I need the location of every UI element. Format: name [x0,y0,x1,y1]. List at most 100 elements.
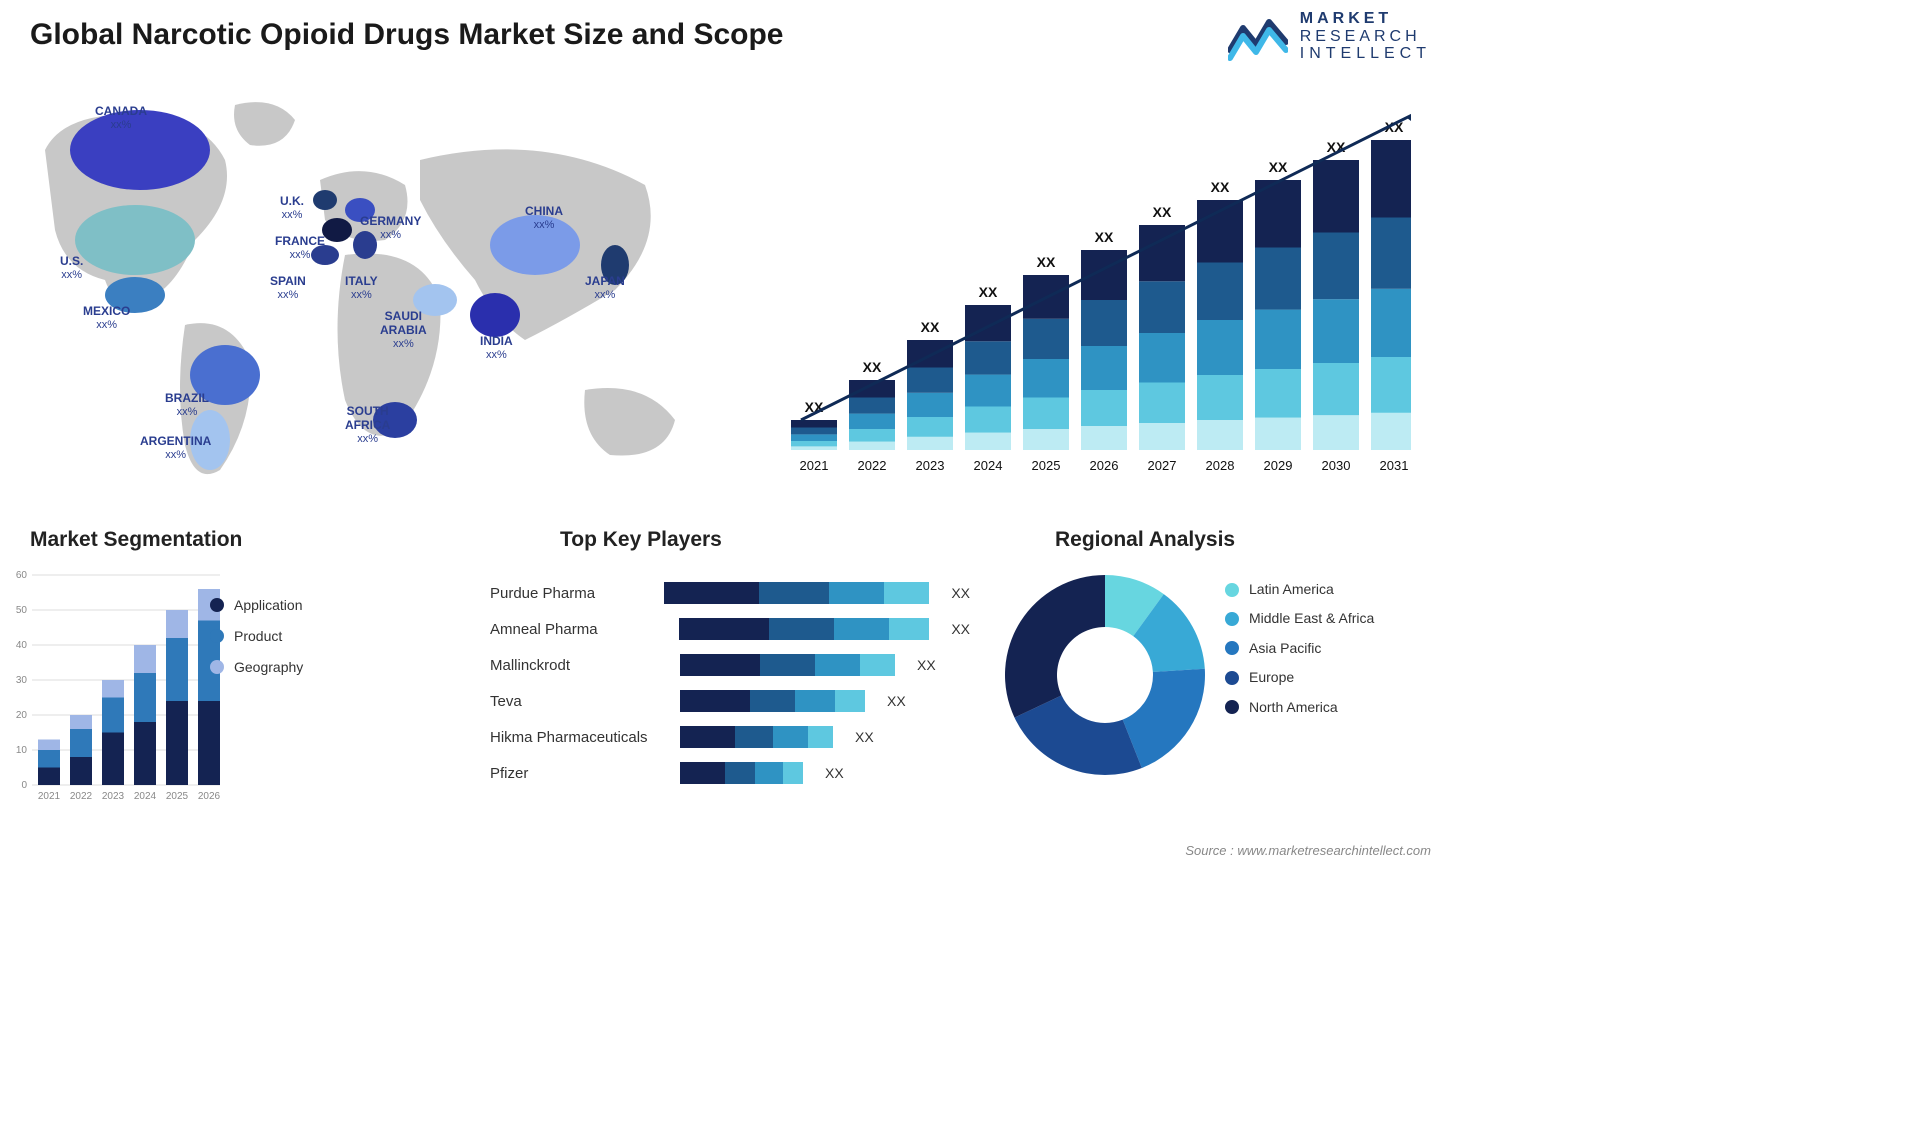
market-bar-seg [907,368,953,393]
market-bar-seg [1255,418,1301,450]
player-bar-seg [664,582,759,604]
player-bar-seg [680,654,760,676]
player-label: Teva [490,693,670,710]
player-row: MallinckrodtXX [490,647,970,683]
logo-icon [1228,10,1288,62]
player-bar-seg [679,618,769,640]
market-bar-seg [1371,218,1411,289]
market-bar-seg [1081,300,1127,346]
player-row: Purdue PharmaXX [490,575,970,611]
seg-xlabel: 2022 [70,791,93,802]
market-bar-year: 2027 [1148,458,1177,473]
seg-bar-seg [102,698,124,733]
player-bar-seg [680,762,725,784]
map-label-argentina: ARGENTINAxx% [140,435,211,461]
market-bar-seg [849,414,895,429]
seg-bar-seg [198,701,220,785]
map-label-japan: JAPANxx% [585,275,625,301]
player-bar [679,618,929,640]
logo-line2: RESEARCH [1300,28,1431,46]
market-bar-seg [1081,426,1127,450]
market-bar-seg [1081,346,1127,390]
player-row: Hikma PharmaceuticalsXX [490,719,970,755]
market-bar-seg [1197,263,1243,321]
market-bar-seg [907,417,953,437]
seg-ytick: 10 [16,745,28,756]
market-bar-seg [965,433,1011,450]
logo-line3: INTELLECT [1300,45,1431,63]
market-bar-seg [1023,319,1069,359]
market-bar-seg [1139,383,1185,424]
player-bar-seg [829,582,884,604]
market-bar-year: 2031 [1380,458,1409,473]
market-bar-value: XX [979,284,998,300]
market-bar-seg [1313,363,1359,415]
map-label-canada: CANADAxx% [95,105,147,131]
player-row: Amneal PharmaXX [490,611,970,647]
player-bar [664,582,929,604]
market-bar-seg [1197,375,1243,420]
regional-legend-item: North America [1225,693,1374,722]
map-label-south-africa: SOUTHAFRICAxx% [345,405,390,445]
player-bar-seg [860,654,895,676]
market-bar-year: 2022 [858,458,887,473]
market-size-chart: XX2021XX2022XX2023XX2024XX2025XX2026XX20… [771,90,1411,490]
player-bar-seg [834,618,889,640]
market-bar-seg [791,441,837,446]
market-bar-seg [1255,310,1301,369]
market-bar-seg [965,407,1011,433]
player-bar-seg [835,690,865,712]
market-bar-value: XX [863,359,882,375]
map-country-france [322,218,352,242]
player-bar-seg [680,690,750,712]
market-bar-seg [1139,333,1185,383]
seg-bar-seg [38,750,60,768]
seg-ytick: 60 [16,570,28,581]
segmentation-title: Market Segmentation [30,528,242,552]
player-value: XX [917,657,936,673]
players-title: Top Key Players [560,528,722,552]
market-bar-seg [849,429,895,442]
player-bar-seg [760,654,815,676]
market-bar-value: XX [1037,254,1056,270]
seg-bar-seg [70,715,92,729]
seg-bar-seg [38,768,60,786]
market-bar-seg [907,437,953,450]
seg-legend-item: Geography [210,652,303,683]
player-bar-seg [750,690,795,712]
seg-xlabel: 2024 [134,791,157,802]
map-label-u-k-: U.K.xx% [280,195,304,221]
seg-bar-seg [134,645,156,673]
player-label: Pfizer [490,765,670,782]
seg-bar-seg [70,757,92,785]
market-bar-seg [1197,320,1243,375]
map-label-brazil: BRAZILxx% [165,392,209,418]
player-bar-seg [769,618,834,640]
market-bar-seg [791,446,837,450]
source-attribution: Source : www.marketresearchintellect.com [1185,843,1431,858]
market-bar-seg [1139,423,1185,450]
market-bar-year: 2023 [916,458,945,473]
map-label-mexico: MEXICOxx% [83,305,130,331]
key-players-chart: Purdue PharmaXXAmneal PharmaXXMallinckro… [490,575,970,791]
market-bar-seg [965,375,1011,407]
market-bar-value: XX [1095,229,1114,245]
market-bar-seg [1313,415,1359,450]
player-label: Hikma Pharmaceuticals [490,729,670,746]
seg-bar-seg [134,722,156,785]
market-bar-seg [849,398,895,414]
player-bar [680,726,833,748]
map-label-india: INDIAxx% [480,335,513,361]
regional-legend-item: Latin America [1225,575,1374,604]
world-map: CANADAxx%U.S.xx%MEXICOxx%BRAZILxx%ARGENT… [25,90,705,490]
map-label-china: CHINAxx% [525,205,563,231]
player-row: PfizerXX [490,755,970,791]
market-bar-seg [791,434,837,441]
player-label: Amneal Pharma [490,621,669,638]
map-label-saudi-arabia: SAUDIARABIAxx% [380,310,427,350]
market-bar-value: XX [1211,179,1230,195]
market-bar-seg [1313,160,1359,233]
market-bar-seg [791,420,837,428]
brand-logo: MARKET RESEARCH INTELLECT [1228,10,1431,63]
seg-ytick: 50 [16,605,28,616]
